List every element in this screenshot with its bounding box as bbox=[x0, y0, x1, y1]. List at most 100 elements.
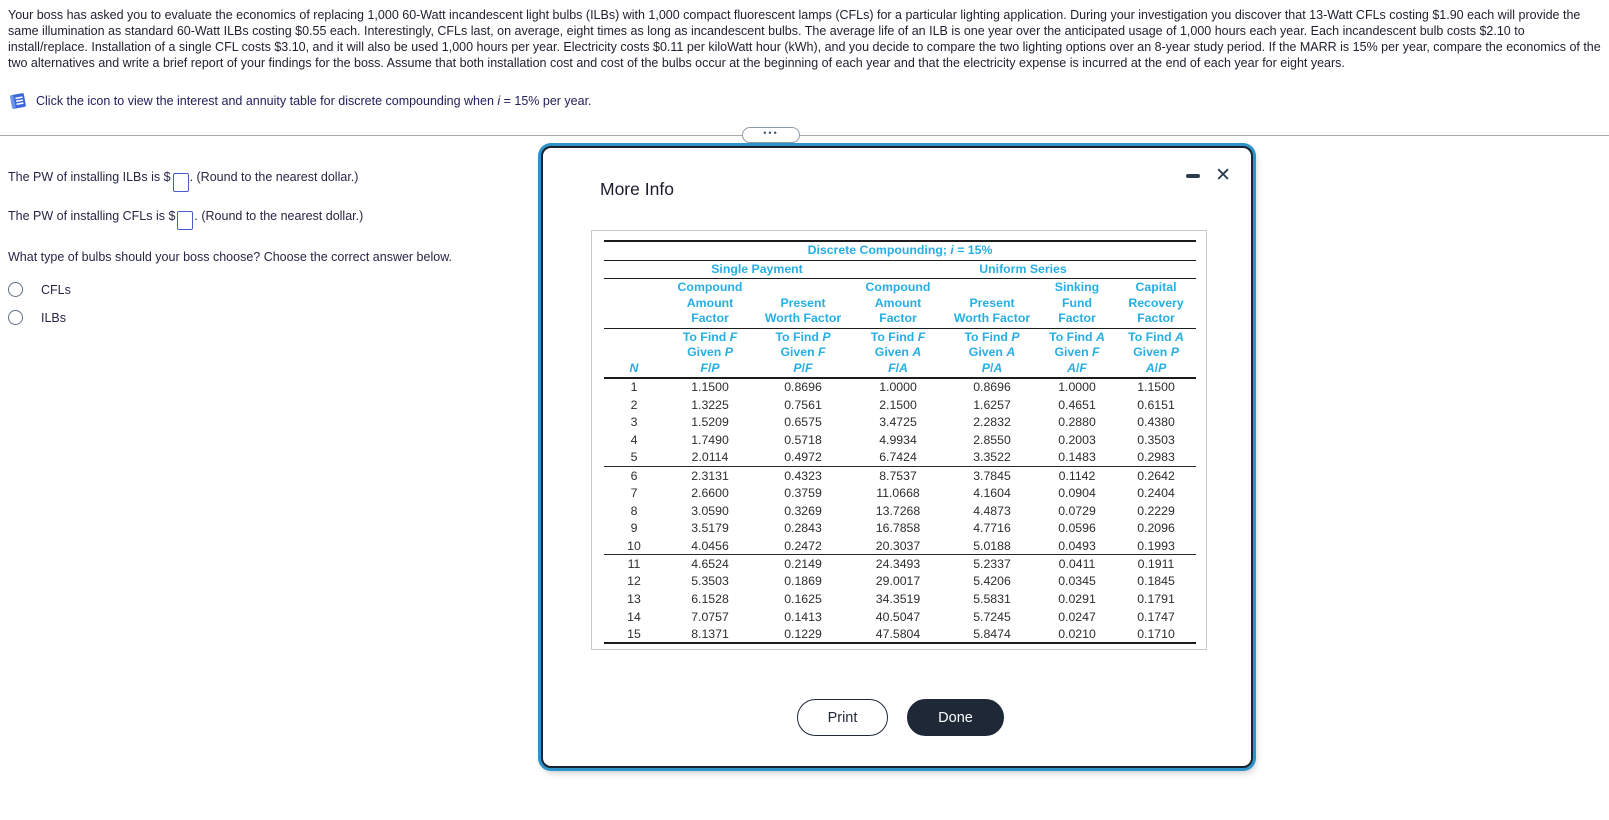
table-cell: 3.5179 bbox=[691, 521, 729, 536]
table-row: 13 6.1528 0.1625 34.3519 5.5831 0.0291 0.1791 bbox=[604, 590, 1196, 608]
table-cell: 14 bbox=[627, 609, 641, 624]
question-pw-cfls: The PW of installing CFLs is $ . (Round t… bbox=[8, 208, 528, 230]
group-header-uniform-series: Uniform Series bbox=[850, 260, 1197, 279]
table-cell: 34.3519 bbox=[875, 592, 921, 607]
table-cell: 5.7245 bbox=[973, 609, 1011, 624]
table-cell: 0.2229 bbox=[1137, 503, 1175, 518]
factor-name-header bbox=[604, 278, 664, 329]
table-cell: 1.1500 bbox=[691, 380, 729, 395]
table-row: 10 4.0456 0.2472 20.3037 5.0188 0.0493 0.1993 bbox=[604, 537, 1196, 555]
info-link-text: Click the icon to view the interest and … bbox=[36, 94, 592, 108]
table-cell: 1.3225 bbox=[691, 397, 729, 412]
table-cell: 3.0590 bbox=[691, 503, 729, 518]
table-cell: 2.3131 bbox=[664, 465, 756, 485]
table-cell: 2.2832 bbox=[973, 415, 1011, 430]
radio-option-cfls[interactable]: CFLs bbox=[8, 282, 528, 297]
radio-option-ilbs[interactable]: ILBs bbox=[8, 310, 528, 325]
table-cell: 0.1845 bbox=[1137, 574, 1175, 589]
table-row: 6 2.3131 0.4323 8.7537 3.7845 0.1142 0.2642 bbox=[604, 465, 1197, 485]
table-cell: 1.0000 bbox=[879, 380, 917, 395]
table-cell: 0.8696 bbox=[973, 380, 1011, 395]
tofind-header: To Find P Given F P/F bbox=[756, 328, 850, 379]
minimize-icon[interactable] bbox=[1186, 173, 1201, 178]
table-cell: 8.1371 bbox=[664, 625, 756, 645]
table-cell: 9 bbox=[630, 521, 638, 536]
table-cell: 2.1500 bbox=[879, 397, 917, 412]
table-cell: 4.4873 bbox=[973, 503, 1011, 518]
table-cell: 5 bbox=[630, 450, 638, 465]
factor-name-header: Compound Amount Factor bbox=[664, 278, 756, 329]
table-cell: 4.6524 bbox=[664, 554, 756, 573]
compounding-table: Discrete Compounding; i = 15% Single Paym… bbox=[604, 240, 1197, 645]
table-row: 14 7.0757 0.1413 40.5047 5.7245 0.0247 0.1747 bbox=[604, 608, 1196, 626]
pw-cfls-input[interactable] bbox=[177, 211, 194, 230]
tofind-header: To Find A Given P A/P bbox=[1116, 328, 1197, 379]
radio-button-cfls[interactable] bbox=[8, 282, 23, 297]
table-cell: 0.3503 bbox=[1137, 432, 1175, 447]
modal-window-controls: ✕ bbox=[1186, 166, 1231, 185]
table-cell: 0.0345 bbox=[1058, 574, 1096, 589]
table-cell: 0.0904 bbox=[1058, 485, 1096, 500]
tofind-header: N bbox=[604, 328, 664, 379]
table-row: 5 2.0114 0.4972 6.7424 3.3522 0.1483 0.2983 bbox=[604, 449, 1196, 467]
table-cell: 0.7561 bbox=[784, 397, 822, 412]
pw-ilbs-input[interactable] bbox=[172, 172, 189, 192]
table-cell: 0.2003 bbox=[1058, 432, 1096, 447]
table-cell: 0.2472 bbox=[784, 538, 822, 553]
table-cell: 4.9934 bbox=[879, 432, 917, 447]
question-choose-bulbs: What type of bulbs should your boss choo… bbox=[8, 250, 453, 264]
table-cell: 11 bbox=[604, 554, 664, 573]
book-icon[interactable] bbox=[8, 92, 28, 110]
table-cell: 0.1869 bbox=[784, 574, 822, 589]
table-cell: 4.7716 bbox=[973, 521, 1011, 536]
radio-label-cfls: CFLs bbox=[41, 282, 71, 297]
divider-drag-handle[interactable]: ••• bbox=[742, 127, 800, 143]
table-cell: 5.4206 bbox=[973, 574, 1011, 589]
q2-prefix: The PW of installing CFLs is $ bbox=[8, 208, 176, 223]
question-pw-ilbs: The PW of installing ILBs is $ . (Round t… bbox=[8, 170, 528, 192]
table-cell: 3.7845 bbox=[946, 465, 1038, 485]
table-cell: 6.1528 bbox=[691, 592, 729, 607]
divider-dots: ••• bbox=[763, 128, 779, 138]
interest-table-container: Discrete Compounding; i = 15% Single Paym… bbox=[591, 230, 1207, 650]
table-cell: 0.1993 bbox=[1137, 538, 1175, 553]
table-row: 8 3.0590 0.3269 13.7268 4.4873 0.0729 0.2229 bbox=[604, 502, 1196, 520]
table-cell: 2.0114 bbox=[691, 450, 729, 465]
table-cell: 0.0411 bbox=[1038, 554, 1116, 573]
print-button[interactable]: Print bbox=[797, 699, 888, 736]
table-cell: 8.7537 bbox=[850, 465, 946, 485]
panel-divider bbox=[0, 135, 1609, 136]
table-cell: 8 bbox=[630, 503, 638, 518]
table-cell: 3.3522 bbox=[973, 450, 1011, 465]
table-cell: 5.5831 bbox=[973, 592, 1011, 607]
radio-button-ilbs[interactable] bbox=[8, 310, 23, 325]
table-cell: 1.0000 bbox=[1058, 380, 1096, 395]
table-cell: 0.2983 bbox=[1137, 450, 1175, 465]
more-info-modal: More Info ✕ Discrete Compounding; i = 15… bbox=[541, 146, 1253, 768]
table-cell: 7 bbox=[630, 485, 638, 500]
table-cell: 0.5718 bbox=[784, 432, 822, 447]
close-icon[interactable]: ✕ bbox=[1215, 165, 1231, 186]
table-cell: 1.5209 bbox=[691, 415, 729, 430]
table-cell: 4.1604 bbox=[973, 485, 1011, 500]
table-cell: 0.2843 bbox=[784, 521, 822, 536]
table-cell: 0.1625 bbox=[784, 592, 822, 607]
table-cell: 0.1791 bbox=[1137, 592, 1175, 607]
problem-statement: Your boss has asked you to evaluate the … bbox=[8, 8, 1601, 70]
question-panel: The PW of installing ILBs is $ . (Round t… bbox=[8, 170, 528, 338]
table-cell: 13.7268 bbox=[875, 503, 921, 518]
q2-suffix: . (Round to the nearest dollar.) bbox=[194, 208, 364, 223]
table-cell: 1.1500 bbox=[1137, 380, 1175, 395]
table-cell: 0.0247 bbox=[1058, 609, 1096, 624]
table-cell: 20.3037 bbox=[875, 538, 921, 553]
table-cell: 15 bbox=[604, 625, 664, 645]
done-button[interactable]: Done bbox=[907, 699, 1004, 736]
table-cell: 4.0456 bbox=[691, 538, 729, 553]
factor-name-header: Present Worth Factor bbox=[756, 278, 850, 329]
q1-suffix: . (Round to the nearest dollar.) bbox=[189, 170, 359, 184]
table-cell: 0.0493 bbox=[1058, 538, 1096, 553]
group-header-single-payment: Single Payment bbox=[664, 260, 850, 279]
table-cell: 2.6600 bbox=[691, 485, 729, 500]
q1-prefix: The PW of installing ILBs is $ bbox=[8, 170, 171, 184]
table-cell: 5.0188 bbox=[973, 538, 1011, 553]
